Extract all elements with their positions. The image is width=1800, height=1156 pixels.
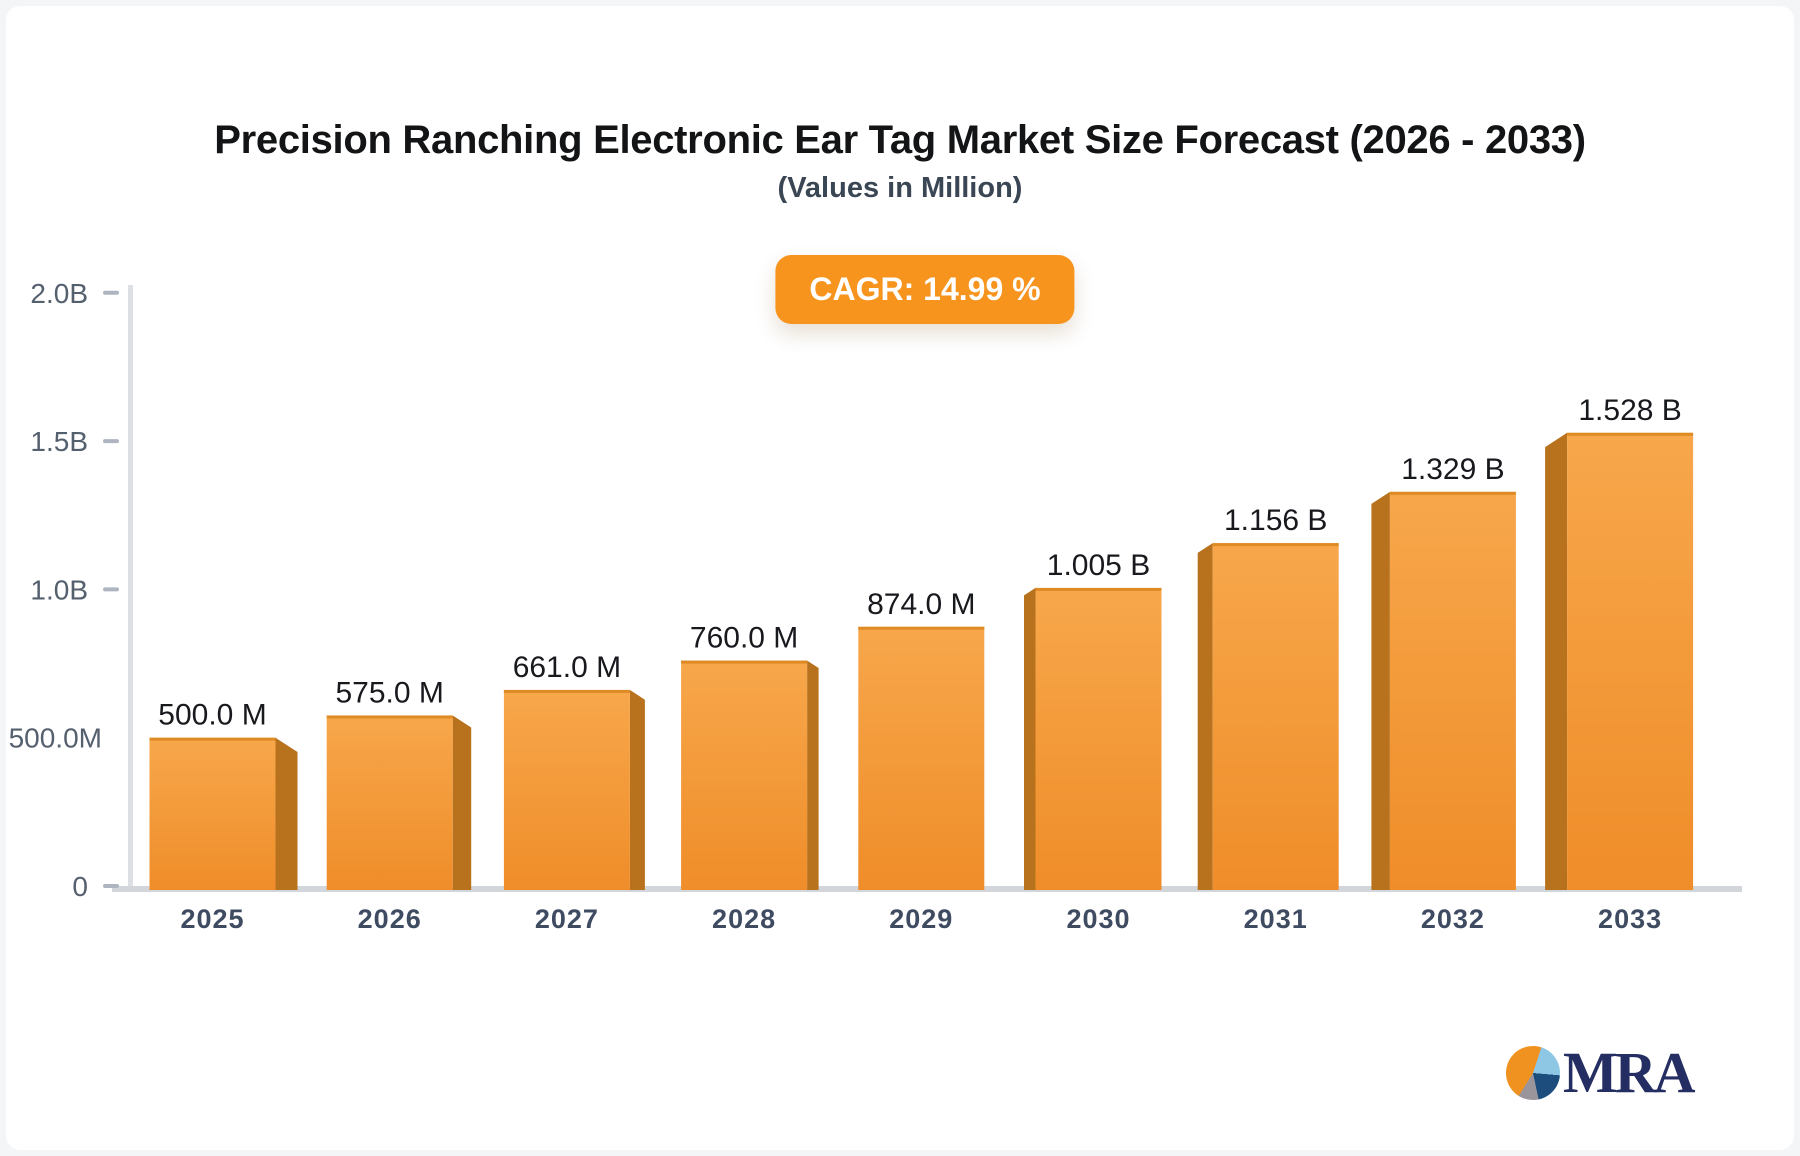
bar-2026: 575.0 M 2026 <box>326 676 472 934</box>
y-axis-tick-dash <box>103 290 119 295</box>
bar-value-label: 1.528 B <box>1578 394 1681 427</box>
y-axis-line <box>128 285 133 892</box>
cagr-badge: CAGR: 14.99 % <box>775 255 1075 324</box>
bar-value-label: 575.0 M <box>335 676 443 709</box>
bar-top-edge <box>149 737 276 741</box>
company-logo: MRA <box>1506 1040 1696 1105</box>
bar-side-face <box>452 715 472 890</box>
bar-front-face <box>503 689 630 890</box>
bar-value-label: 874.0 M <box>867 588 975 621</box>
y-axis-tick-label: 1.0B <box>30 574 88 605</box>
bar-front-face <box>1389 491 1516 890</box>
y-axis-tick-label: 1.5B <box>30 426 88 457</box>
x-axis-year-label: 2026 <box>358 904 422 934</box>
bar-value-label: 1.005 B <box>1047 549 1150 582</box>
bar-2032: 1.329 B 2032 <box>1371 453 1516 934</box>
x-axis-year-label: 2030 <box>1066 904 1130 934</box>
y-axis-tick-dash <box>103 587 119 592</box>
bar-top-edge <box>1567 432 1694 436</box>
y-axis-tick-dash <box>103 884 119 888</box>
bar-top-edge <box>858 626 985 630</box>
bar-2028: 760.0 M 2028 <box>681 622 819 934</box>
bar-front-face <box>326 715 453 890</box>
x-axis-year-label: 2027 <box>535 904 599 934</box>
bar-value-label: 1.156 B <box>1224 504 1327 537</box>
bar-front-face <box>1035 587 1162 890</box>
bar-side-face <box>1371 491 1390 890</box>
bar-top-edge <box>1035 587 1162 591</box>
bar-value-label: 500.0 M <box>158 699 266 732</box>
chart-subtitle: (Values in Million) <box>777 172 1023 204</box>
bar-front-face <box>858 626 985 890</box>
bar-front-face <box>681 660 808 890</box>
bar-2030: 1.005 B 2030 <box>1024 549 1162 934</box>
bar-value-label: 1.329 B <box>1401 453 1504 486</box>
logo-text: MRA <box>1563 1040 1696 1105</box>
y-axis-tick-dash <box>103 439 119 444</box>
bar-top-edge <box>681 660 808 664</box>
bar-2033: 1.528 B 2033 <box>1545 394 1694 934</box>
pie-chart-logo-icon <box>1506 1046 1560 1100</box>
bar-side-face <box>807 660 819 890</box>
bar-top-edge <box>326 715 453 719</box>
bar-2027: 661.0 M 2027 <box>503 651 645 934</box>
bar-2031: 1.156 B 2031 <box>1197 504 1339 934</box>
x-axis-year-label: 2025 <box>180 904 244 934</box>
bar-front-face <box>1212 543 1339 890</box>
bar-2025: 500.0 M 2025 <box>149 699 298 934</box>
y-axis-tick-label: 0 <box>72 871 88 902</box>
x-axis-year-label: 2033 <box>1598 904 1662 934</box>
chart-card: 2.0B 1.5B 1.0B 500.0M 0 500.0 M 2025 575.0 M 202… <box>6 6 1794 1150</box>
bar-top-edge <box>1389 491 1516 495</box>
bar-side-face <box>629 689 645 890</box>
bar-2029: 874.0 M 2029 <box>858 588 985 934</box>
y-axis-tick-label: 2.0B <box>30 278 88 309</box>
bar-value-label: 661.0 M <box>513 651 621 684</box>
bar-side-face <box>1545 432 1568 890</box>
chart-title: Precision Ranching Electronic Ear Tag Ma… <box>214 118 1586 162</box>
x-axis-year-label: 2028 <box>712 904 776 934</box>
bar-front-face <box>1567 432 1694 890</box>
x-axis-year-label: 2031 <box>1244 904 1308 934</box>
bar-top-edge <box>1212 543 1339 547</box>
bar-side-face <box>275 737 298 890</box>
x-axis-year-label: 2032 <box>1421 904 1485 934</box>
bar-front-face <box>149 737 276 890</box>
y-axis-tick-label: 500.0M <box>9 723 102 754</box>
x-axis-year-label: 2029 <box>889 904 953 934</box>
bar-value-label: 760.0 M <box>690 622 798 655</box>
bar-side-face <box>1197 543 1213 890</box>
bar-side-face <box>1024 587 1036 890</box>
bar-top-edge <box>503 689 630 693</box>
